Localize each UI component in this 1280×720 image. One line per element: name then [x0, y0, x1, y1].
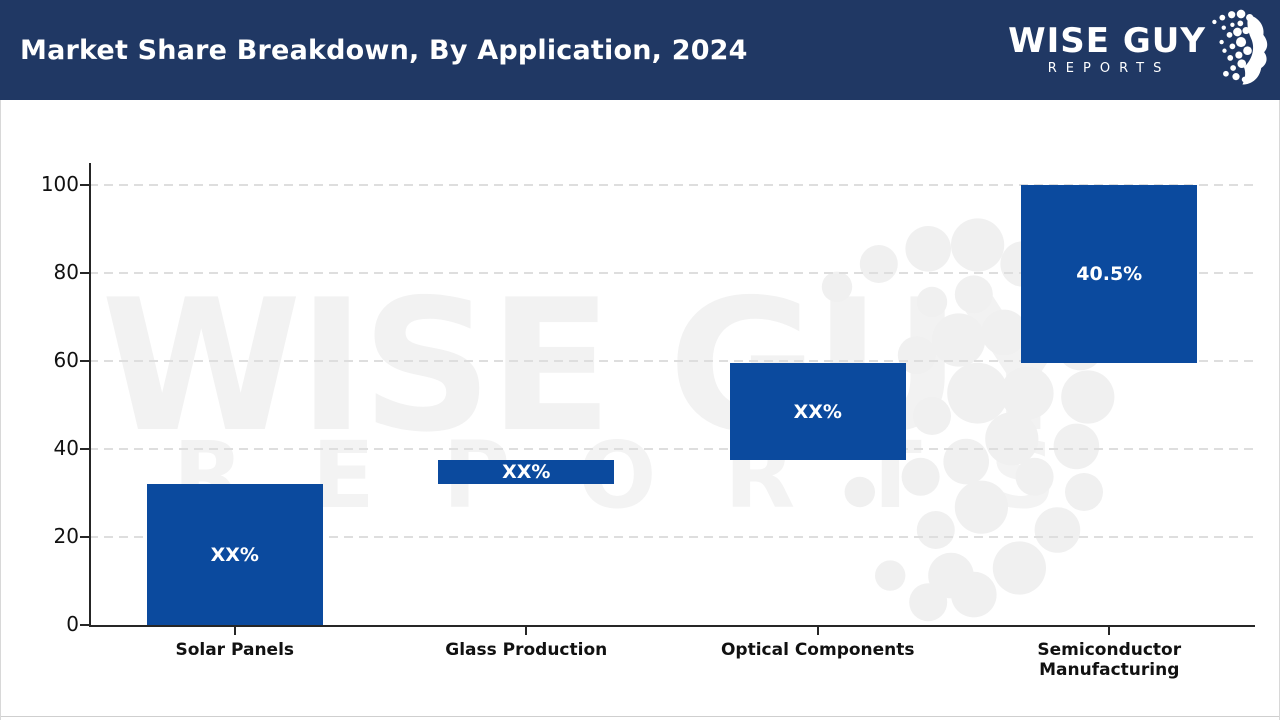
bar-value-label: XX% [502, 461, 551, 484]
wise-guy-logo: WISE GUY REPORTS [1008, 4, 1272, 96]
x-tick [816, 627, 819, 635]
y-tick-40 [80, 448, 89, 450]
gridline-y40 [89, 448, 1255, 450]
y-tick-label: 0 [66, 612, 79, 636]
bar-value-label: XX% [793, 400, 842, 423]
bar-solar-panels: XX% [146, 484, 323, 625]
waterfall-chart: 0 20 40 60 80 100 XX% Solar Panels XX% Glass Prod… [1, 100, 1279, 720]
bar-semiconductor-manufacturing: 40.5% [1021, 185, 1198, 364]
logo-subtitle: REPORTS [1047, 61, 1171, 76]
y-tick-20 [80, 536, 89, 538]
y-tick-60 [80, 360, 89, 362]
x-category-label: Solar Panels [175, 640, 295, 660]
x-tick [525, 627, 528, 635]
x-category-label: Optical Components [720, 640, 915, 660]
y-tick-label: 60 [53, 348, 79, 372]
y-tick-label: 100 [40, 172, 79, 196]
y-axis-line [89, 163, 91, 627]
y-tick-80 [80, 272, 89, 274]
gridline-y100 [89, 184, 1255, 186]
y-tick-label: 80 [53, 260, 79, 284]
page-title: Market Share Breakdown, By Application, … [20, 34, 748, 66]
bar-optical-components: XX% [729, 363, 906, 460]
y-tick-0 [80, 624, 89, 626]
bar-value-label: XX% [210, 543, 259, 566]
x-axis-line [89, 625, 1255, 627]
x-tick [1108, 627, 1111, 635]
y-tick-100 [80, 184, 89, 186]
gridline-y60 [89, 360, 1255, 362]
logo-dot-face-icon [1212, 9, 1268, 85]
chart-panel: WISE GUY REPORTS 0 20 40 60 80 100 XX% Solar Pa… [0, 100, 1280, 720]
y-tick-label: 20 [53, 524, 79, 548]
x-category-label: Glass Production [445, 640, 608, 660]
header-bar: Market Share Breakdown, By Application, … [0, 0, 1280, 100]
bar-glass-production: XX% [438, 460, 615, 485]
y-tick-label: 40 [53, 436, 79, 460]
x-tick [233, 627, 236, 635]
bar-value-label: 40.5% [1076, 263, 1143, 286]
bottom-divider [1, 716, 1279, 717]
gridline-y20 [89, 536, 1255, 538]
gridline-y80 [89, 272, 1255, 274]
logo-text: WISE GUY REPORTS [1008, 24, 1206, 76]
logo-wordmark: WISE GUY [1008, 21, 1206, 61]
x-category-label: Semiconductor Manufacturing [1037, 640, 1182, 680]
